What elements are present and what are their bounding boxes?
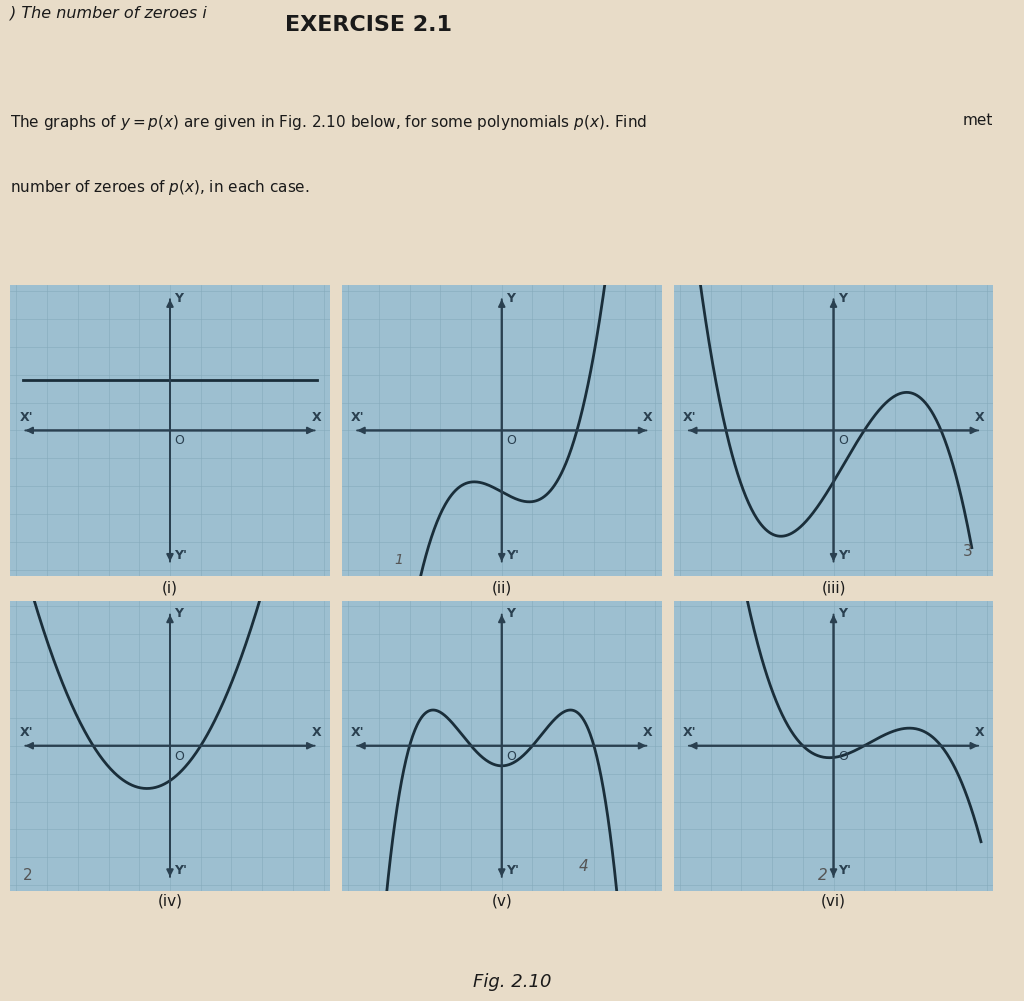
Text: Y': Y' <box>838 549 851 562</box>
Text: Fig. 2.10: Fig. 2.10 <box>473 973 551 991</box>
Text: Y: Y <box>838 292 847 305</box>
Text: O: O <box>838 434 848 447</box>
Text: Y: Y <box>174 292 183 305</box>
Text: ) The number of zeroes i: ) The number of zeroes i <box>10 5 207 20</box>
Text: O: O <box>838 750 848 763</box>
Text: Y': Y' <box>838 864 851 877</box>
Text: 4: 4 <box>579 859 589 874</box>
Text: Y: Y <box>838 608 847 621</box>
Text: Y: Y <box>174 608 183 621</box>
Text: (i): (i) <box>162 581 178 596</box>
Text: Y': Y' <box>506 549 519 562</box>
Text: X': X' <box>351 726 365 739</box>
Text: The graphs of $y=p(x)$ are given in Fig. 2.10 below, for some polynomials $p(x)$: The graphs of $y=p(x)$ are given in Fig.… <box>10 113 647 132</box>
Text: met: met <box>963 113 993 128</box>
Text: 2: 2 <box>818 868 828 883</box>
Text: X: X <box>311 726 321 739</box>
Text: 3: 3 <box>963 544 973 559</box>
Text: Y: Y <box>506 608 515 621</box>
Text: number of zeroes of $p(x)$, in each case.: number of zeroes of $p(x)$, in each case… <box>10 178 310 197</box>
Text: (iii): (iii) <box>821 581 846 596</box>
Text: X: X <box>643 410 652 423</box>
Text: X: X <box>975 410 984 423</box>
Text: (ii): (ii) <box>492 581 512 596</box>
Text: 2: 2 <box>23 868 32 883</box>
Text: (vi): (vi) <box>821 894 846 909</box>
Text: Y': Y' <box>506 864 519 877</box>
Text: O: O <box>506 750 516 763</box>
Text: X: X <box>643 726 652 739</box>
Text: X: X <box>975 726 984 739</box>
Text: (v): (v) <box>492 894 512 909</box>
Text: EXERCISE 2.1: EXERCISE 2.1 <box>285 15 453 35</box>
Text: O: O <box>174 434 184 447</box>
Text: X': X' <box>683 726 696 739</box>
Text: Y: Y <box>506 292 515 305</box>
Text: O: O <box>174 750 184 763</box>
Text: Y': Y' <box>174 549 187 562</box>
Text: 1: 1 <box>394 554 403 568</box>
Text: X': X' <box>351 410 365 423</box>
Text: (iv): (iv) <box>158 894 182 909</box>
Text: X': X' <box>19 726 33 739</box>
Text: X': X' <box>19 410 33 423</box>
Text: O: O <box>506 434 516 447</box>
Text: X': X' <box>683 410 696 423</box>
Text: Y': Y' <box>174 864 187 877</box>
Text: X: X <box>311 410 321 423</box>
